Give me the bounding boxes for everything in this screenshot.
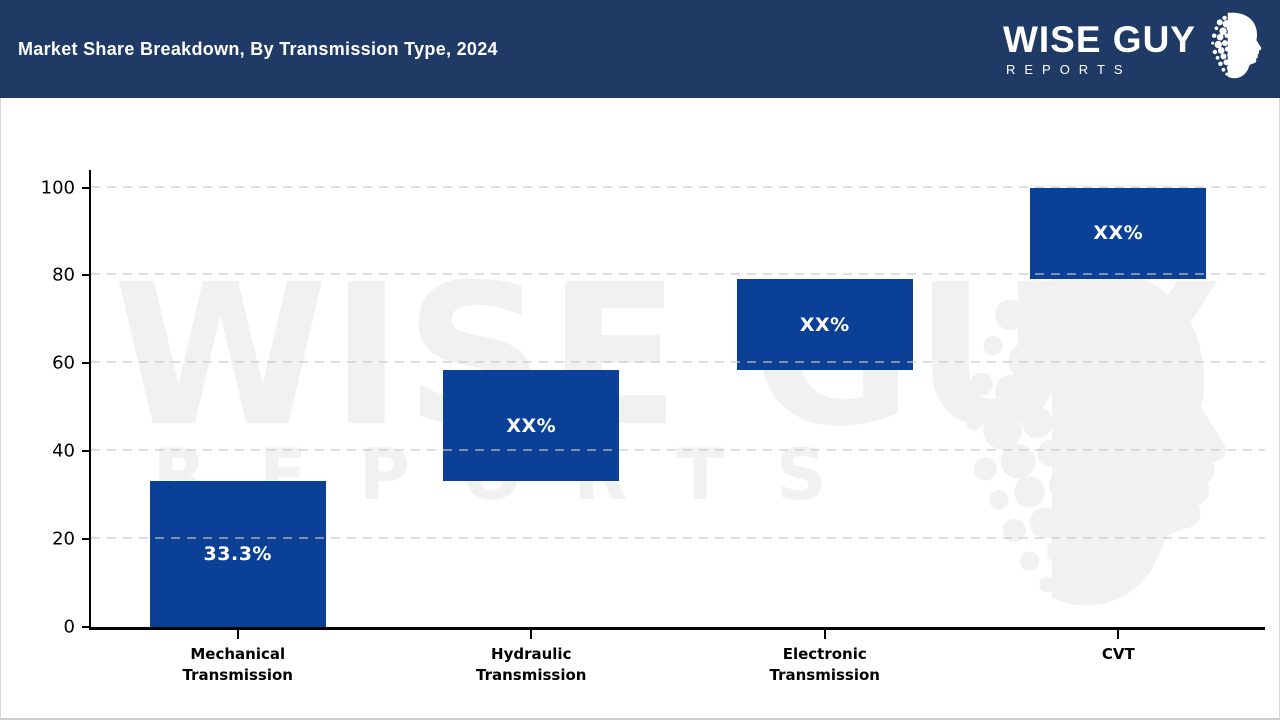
chart-area: WISE GUY REPORTS 02040608010033.3%Mechan… <box>0 98 1280 720</box>
x-category-label: Hydraulic Transmission <box>476 645 587 684</box>
chart-title: Market Share Breakdown, By Transmission … <box>18 38 498 59</box>
y-tick-label-20: 20 <box>52 528 75 550</box>
logo-text: WISE GUY REPORTS <box>1003 21 1196 77</box>
bar-value-label: XX% <box>506 414 557 437</box>
header-bar: Market Share Breakdown, By Transmission … <box>0 0 1280 98</box>
bar-value-label: 33.3% <box>203 542 272 565</box>
x-tick <box>1117 630 1120 639</box>
gridline-60 <box>91 361 1265 364</box>
x-tick <box>823 630 826 639</box>
bar-segment: 33.3% <box>149 480 326 627</box>
x-category-label: Electronic Transmission <box>769 645 880 684</box>
x-tick <box>530 630 533 639</box>
y-tick-label-100: 100 <box>40 177 75 199</box>
bar-value-label: XX% <box>1093 222 1144 245</box>
wise-guy-reports-logo: WISE GUY REPORTS <box>1003 6 1266 92</box>
logo-wordmark: WISE GUY <box>1002 19 1196 60</box>
y-tick-60 <box>82 362 91 365</box>
bar-value-label: XX% <box>799 313 850 336</box>
x-tick <box>236 630 239 639</box>
y-tick-20 <box>82 538 91 541</box>
gridline-80 <box>91 273 1265 276</box>
y-tick-label-40: 40 <box>52 440 75 462</box>
y-tick-label-60: 60 <box>52 352 75 374</box>
x-category-label: CVT <box>1101 645 1135 663</box>
y-tick-0 <box>82 626 91 628</box>
plot-area: 0 20 40 60 80 100 33.3% Mechanical Transmission… <box>41 170 1265 684</box>
gridline-40 <box>91 449 1265 452</box>
gridline-20 <box>91 537 1265 540</box>
logo-head-icon <box>1192 8 1266 90</box>
y-tick-label-80: 80 <box>52 264 75 286</box>
y-tick-80 <box>82 274 91 277</box>
y-tick-100 <box>82 186 91 189</box>
y-tick-40 <box>82 450 91 453</box>
bar-segment: XX% <box>1030 187 1207 279</box>
bar-segment: XX% <box>443 370 620 481</box>
x-category-label: Mechanical Transmission <box>182 645 293 684</box>
logo-subtitle: REPORTS <box>1005 62 1132 77</box>
y-tick-label-0: 0 <box>63 616 75 638</box>
bar-segment: XX% <box>736 279 913 371</box>
gridline-100 <box>91 185 1265 188</box>
